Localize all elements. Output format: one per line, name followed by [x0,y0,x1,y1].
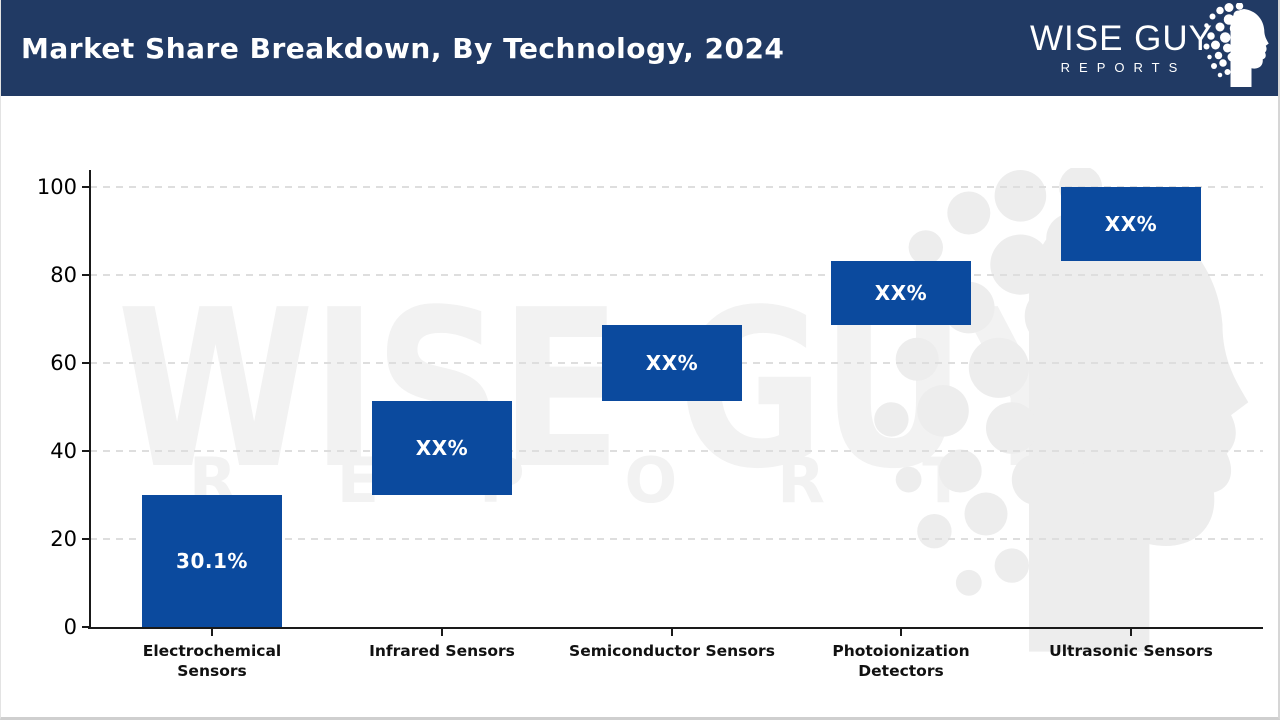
gridline-40 [90,450,1263,452]
brand-face-dots-icon [1203,3,1269,87]
brand-logo: WISE GUY REPORTS [1029,3,1277,92]
chart-title: Market Share Breakdown, By Technology, 2… [21,31,785,65]
y-tick-mark-80 [82,274,89,276]
brand-logo-text: WISE GUY [1029,19,1213,58]
bar-3: XX% [602,324,742,401]
bar-5: XX% [1061,187,1201,262]
x-tick-mark-3 [671,629,673,636]
bar-4: XX% [831,261,971,325]
bar-value-label: XX% [874,281,928,306]
bar-value-label: 30.1% [176,548,248,573]
x-tick-mark-4 [900,629,902,636]
y-tick-label-60: 60 [50,351,77,375]
gridline-100 [90,186,1263,188]
y-tick-mark-20 [82,538,89,540]
y-tick-mark-60 [82,362,89,364]
y-axis [89,170,91,629]
bar-2: XX% [372,400,512,495]
brand-logo-subtext: REPORTS [1060,60,1187,75]
gridline-20 [90,538,1263,540]
bar-value-label: XX% [415,435,469,460]
x-axis [88,627,1263,629]
y-tick-label-80: 80 [50,263,77,287]
y-tick-mark-100 [82,186,89,188]
x-tick-mark-5 [1130,629,1132,636]
y-tick-label-100: 100 [36,175,77,199]
x-category-label: Electrochemical Sensors [142,642,282,681]
y-tick-mark-40 [82,450,89,452]
x-category-label: Ultrasonic Sensors [1049,642,1213,660]
x-category-label: Photoionization Detectors [832,642,970,681]
gridline-80 [90,274,1263,276]
watermark-face-icon [874,168,1249,652]
y-tick-label-40: 40 [50,439,77,463]
bar-value-label: XX% [1104,212,1158,237]
x-category-label: Semiconductor Sensors [569,642,775,660]
y-tick-mark-0 [82,626,89,628]
y-tick-label-0: 0 [63,615,77,639]
y-tick-label-20: 20 [50,527,77,551]
plot-area: 30.1% XX% XX% XX% XX% 0 20 40 60 80 100 Electrochem… [1,96,1278,717]
x-category-label: Infrared Sensors [369,642,515,660]
header-bar: Market Share Breakdown, By Technology, 2… [1,0,1278,96]
bar-value-label: XX% [645,350,699,375]
bar-1: 30.1% [142,494,282,627]
x-tick-mark-2 [441,629,443,636]
x-tick-mark-1 [211,629,213,636]
